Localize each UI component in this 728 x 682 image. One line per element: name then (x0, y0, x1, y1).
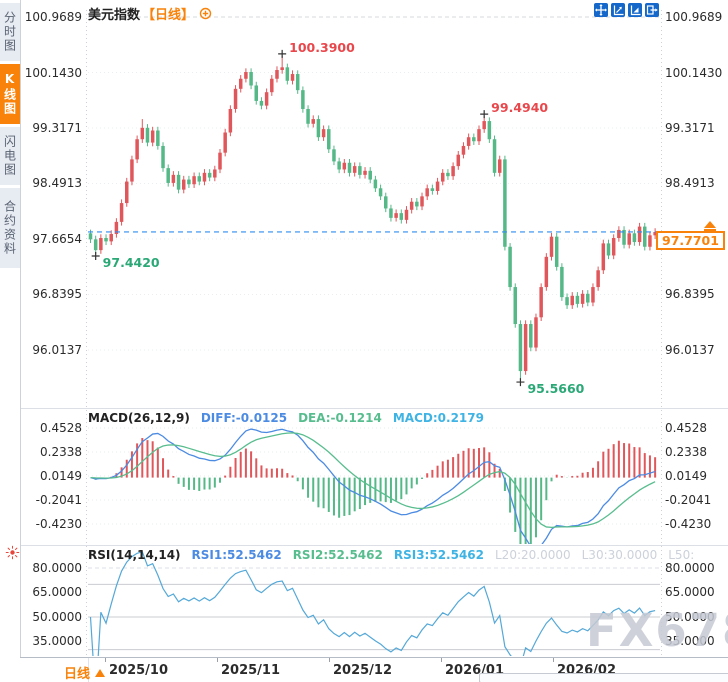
period-selector-label: 日线 (64, 667, 91, 682)
price-axis-label: 100.1430 (665, 65, 723, 80)
x-axis-month-label: 2025/10 (109, 663, 169, 678)
rsi-l20-value: L20:20.0000 (495, 548, 571, 562)
macd-axis-label: 0.4528 (665, 420, 707, 435)
current-price-label: 97.7701 (656, 230, 725, 250)
macd-macd-value: MACD:0.2179 (392, 411, 484, 425)
macd-axis-label: -0.4230 (665, 516, 712, 531)
price-axis-label: 97.6654 (32, 231, 82, 246)
x-axis-tick (217, 658, 218, 662)
macd-axis-label: 0.0149 (40, 468, 82, 483)
bottom-axis-bar: 日线 2025/10 2025/11 2025/12 2026/01 2026/02 (20, 657, 728, 682)
price-axis-label: 96.0137 (32, 342, 82, 357)
x-axis-tick (105, 658, 106, 662)
current-price-arrow-icon (704, 220, 716, 228)
macd-diff-value: DIFF:-0.0125 (200, 411, 288, 425)
pan-right-icon[interactable] (645, 3, 659, 17)
macd-params: MACD(26,12,9) (88, 411, 190, 425)
price-axis-label: 96.8395 (32, 287, 82, 302)
rsi-l50-value: L50: (668, 548, 695, 562)
price-axis-label: 100.1430 (24, 65, 82, 80)
rsi2-value: RSI2:52.5462 (292, 548, 383, 562)
bottom-bar-separator (88, 658, 89, 682)
price-axis-label: 100.9689 (665, 10, 723, 24)
macd-axis-label: -0.2041 (35, 492, 82, 507)
x-axis-tick (553, 658, 554, 662)
rsi-params: RSI(14,14,14) (88, 548, 181, 562)
sidebar-tab-flash-chart[interactable]: 闪电图 (0, 127, 20, 185)
rsi-axis-label: 35.0000 (32, 634, 82, 649)
sidebar-tab-time-chart[interactable]: 分时图 (0, 3, 20, 61)
symbol-name: 美元指数 (88, 8, 141, 23)
macd-axis-label: 0.4528 (40, 420, 82, 435)
price-axis-label: 96.0137 (665, 342, 715, 357)
rsi3-value: RSI3:52.5462 (393, 548, 484, 562)
price-annotation: 100.3900 (289, 40, 355, 55)
x-axis-tick (441, 658, 442, 662)
rsi-axis-label: 65.0000 (32, 585, 82, 600)
sidebar-tab-label: K线图 (2, 72, 17, 116)
macd-axis-label: 0.2338 (40, 444, 82, 459)
sidebar-tab-label: 闪电图 (2, 135, 17, 177)
price-axis-label: 98.4913 (32, 176, 82, 191)
rsi-axis-label: 80.0000 (665, 561, 715, 575)
sidebar-tab-label: 合约资料 (2, 200, 17, 256)
price-axis-label: 96.8395 (665, 287, 715, 302)
price-axis-label: 98.4913 (665, 176, 715, 191)
rsi-axis-label: 35.0000 (665, 634, 715, 649)
macd-axis-label: -0.4230 (35, 516, 82, 531)
horizontal-scrollbar-thumb[interactable] (479, 673, 728, 682)
sidebar-tab-label: 分时图 (2, 11, 17, 53)
rsi-axis-label: 65.0000 (665, 585, 715, 600)
current-price-arrow-bar (704, 228, 716, 231)
rsi-settings-sun-icon[interactable] (5, 545, 20, 564)
sidebar-tab-kline-chart[interactable]: K线图 (0, 64, 20, 124)
macd-dea-value: DEA:-0.1214 (298, 411, 382, 425)
candlestick-series (88, 55, 657, 381)
macd-series (90, 428, 657, 544)
indicator-settings-icon[interactable] (199, 7, 212, 20)
rsi1-value: RSI1:52.5462 (191, 548, 282, 562)
rsi-axis-label: 50.0000 (32, 609, 82, 624)
price-annotation: 95.5660 (527, 381, 584, 396)
price-axis-label: 100.9689 (24, 10, 82, 24)
period-tag: 【日线】 (142, 8, 195, 23)
price-annotation: 99.4940 (491, 100, 548, 115)
macd-axis-label: 0.0149 (665, 468, 707, 483)
price-axis-label: 99.3171 (665, 121, 715, 135)
period-selector[interactable]: 日线 (64, 663, 106, 682)
rsi-axis-label: 50.0000 (665, 609, 715, 624)
x-axis-month-label: 2025/12 (333, 663, 393, 678)
rsi-l30-value: L30:30.0000 (581, 548, 658, 562)
macd-axis-label: 0.2338 (665, 444, 707, 459)
left-sidebar: 分时图 K线图 闪电图 合约资料 (0, 0, 21, 682)
sidebar-tab-contract-info[interactable]: 合约资料 (0, 188, 20, 268)
chart-title: 美元指数 【日线】 (88, 4, 212, 23)
crosshair-move-icon[interactable] (594, 3, 608, 17)
scale-axis-icon[interactable] (611, 3, 625, 17)
x-axis-month-label: 2025/11 (221, 663, 281, 678)
rsi-header: RSI(14,14,14) RSI1:52.5462 RSI2:52.5462 … (88, 548, 694, 562)
price-axis-label: 99.3171 (32, 121, 82, 135)
scale-auto-icon[interactable] (628, 3, 642, 17)
chevron-up-icon (95, 668, 106, 677)
fx678-watermark: FX678 (586, 604, 728, 657)
x-axis-tick (329, 658, 330, 662)
chart-toolbar (594, 3, 659, 17)
macd-axis-label: -0.2041 (665, 492, 712, 507)
price-annotation: 97.4420 (103, 255, 160, 270)
macd-header: MACD(26,12,9) DIFF:-0.0125 DEA:-0.1214 M… (88, 411, 484, 425)
rsi-axis-label: 80.0000 (32, 561, 82, 575)
